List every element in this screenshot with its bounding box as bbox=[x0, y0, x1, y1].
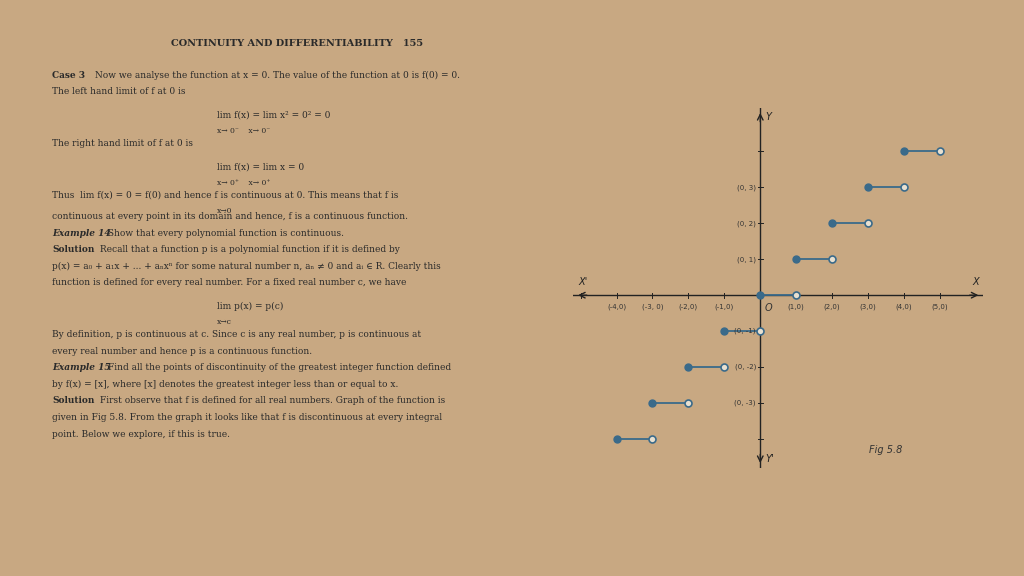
Text: every real number and hence p is a continuous function.: every real number and hence p is a conti… bbox=[52, 347, 312, 355]
Text: Example 14: Example 14 bbox=[52, 229, 111, 238]
Text: (4,0): (4,0) bbox=[896, 303, 912, 309]
Text: point. Below we explore, if this is true.: point. Below we explore, if this is true… bbox=[52, 430, 230, 438]
Text: Case 3: Case 3 bbox=[52, 71, 85, 80]
Text: lim f(x) = lim x² = 0² = 0: lim f(x) = lim x² = 0² = 0 bbox=[217, 111, 331, 120]
Text: x→c: x→c bbox=[217, 319, 232, 326]
Text: lim p(x) = p(c): lim p(x) = p(c) bbox=[217, 302, 284, 311]
Text: (0, 3): (0, 3) bbox=[737, 184, 756, 191]
Text: continuous at every point in its domain and hence, f is a continuous function.: continuous at every point in its domain … bbox=[52, 212, 408, 221]
Text: CONTINUITY AND DIFFERENTIABILITY   155: CONTINUITY AND DIFFERENTIABILITY 155 bbox=[171, 39, 423, 48]
Text: Fig 5.8: Fig 5.8 bbox=[869, 445, 903, 454]
Text: The right hand limit of f at 0 is: The right hand limit of f at 0 is bbox=[52, 139, 193, 148]
Text: (-3, 0): (-3, 0) bbox=[642, 303, 664, 309]
Text: (0, -2): (0, -2) bbox=[734, 364, 756, 370]
Text: Solution: Solution bbox=[52, 396, 94, 406]
Text: (0, -1): (0, -1) bbox=[734, 328, 756, 334]
Text: O: O bbox=[765, 303, 772, 313]
Text: given in Fig 5.8. From the graph it looks like that f is discontinuous at every : given in Fig 5.8. From the graph it look… bbox=[52, 413, 442, 422]
Text: Solution: Solution bbox=[52, 245, 94, 254]
Text: By definition, p is continuous at c. Since c is any real number, p is continuous: By definition, p is continuous at c. Sin… bbox=[52, 330, 421, 339]
Text: First observe that f is defined for all real numbers. Graph of the function is: First observe that f is defined for all … bbox=[97, 396, 445, 406]
Text: Example 15: Example 15 bbox=[52, 363, 111, 372]
Text: Now we analyse the function at x = 0. The value of the function at 0 is f(0) = 0: Now we analyse the function at x = 0. Th… bbox=[92, 71, 460, 80]
Text: (-2,0): (-2,0) bbox=[679, 303, 698, 309]
Text: Y': Y' bbox=[766, 454, 774, 464]
Text: Find all the points of discontinuity of the greatest integer function defined: Find all the points of discontinuity of … bbox=[105, 363, 452, 372]
Text: function is defined for every real number. For a fixed real number c, we have: function is defined for every real numbe… bbox=[52, 278, 407, 287]
Text: (1,0): (1,0) bbox=[787, 303, 805, 309]
Text: (0, 1): (0, 1) bbox=[737, 256, 756, 263]
Text: lim f(x) = lim x = 0: lim f(x) = lim x = 0 bbox=[217, 162, 304, 171]
Text: (0, 2): (0, 2) bbox=[737, 220, 756, 226]
Text: Thus  lim f(x) = 0 = f(0) and hence f is continuous at 0. This means that f is: Thus lim f(x) = 0 = f(0) and hence f is … bbox=[52, 191, 398, 199]
Text: Recall that a function p is a polynomial function if it is defined by: Recall that a function p is a polynomial… bbox=[97, 245, 400, 254]
Text: X': X' bbox=[579, 277, 588, 287]
Text: (0, -3): (0, -3) bbox=[734, 400, 756, 406]
Text: (-1,0): (-1,0) bbox=[715, 303, 734, 309]
Text: X: X bbox=[973, 277, 979, 287]
Text: x→ 0⁻    x→ 0⁻: x→ 0⁻ x→ 0⁻ bbox=[217, 127, 270, 135]
Text: by f(x) = [x], where [x] denotes the greatest integer less than or equal to x.: by f(x) = [x], where [x] denotes the gre… bbox=[52, 380, 398, 389]
Text: x→0: x→0 bbox=[217, 207, 232, 215]
Text: x→ 0⁺    x→ 0⁺: x→ 0⁺ x→ 0⁺ bbox=[217, 179, 270, 187]
Text: (-4,0): (-4,0) bbox=[607, 303, 626, 309]
Text: (2,0): (2,0) bbox=[824, 303, 841, 309]
Text: p(x) = a₀ + a₁x + ... + aₙxⁿ for some natural number n, aₙ ≠ 0 and aᵢ ∈ R. Clear: p(x) = a₀ + a₁x + ... + aₙxⁿ for some na… bbox=[52, 262, 440, 271]
Text: (5,0): (5,0) bbox=[932, 303, 948, 309]
Text: (3,0): (3,0) bbox=[860, 303, 877, 309]
Text: Show that every polynomial function is continuous.: Show that every polynomial function is c… bbox=[105, 229, 344, 238]
Text: Y: Y bbox=[766, 112, 772, 122]
Text: The left hand limit of f at 0 is: The left hand limit of f at 0 is bbox=[52, 88, 185, 96]
